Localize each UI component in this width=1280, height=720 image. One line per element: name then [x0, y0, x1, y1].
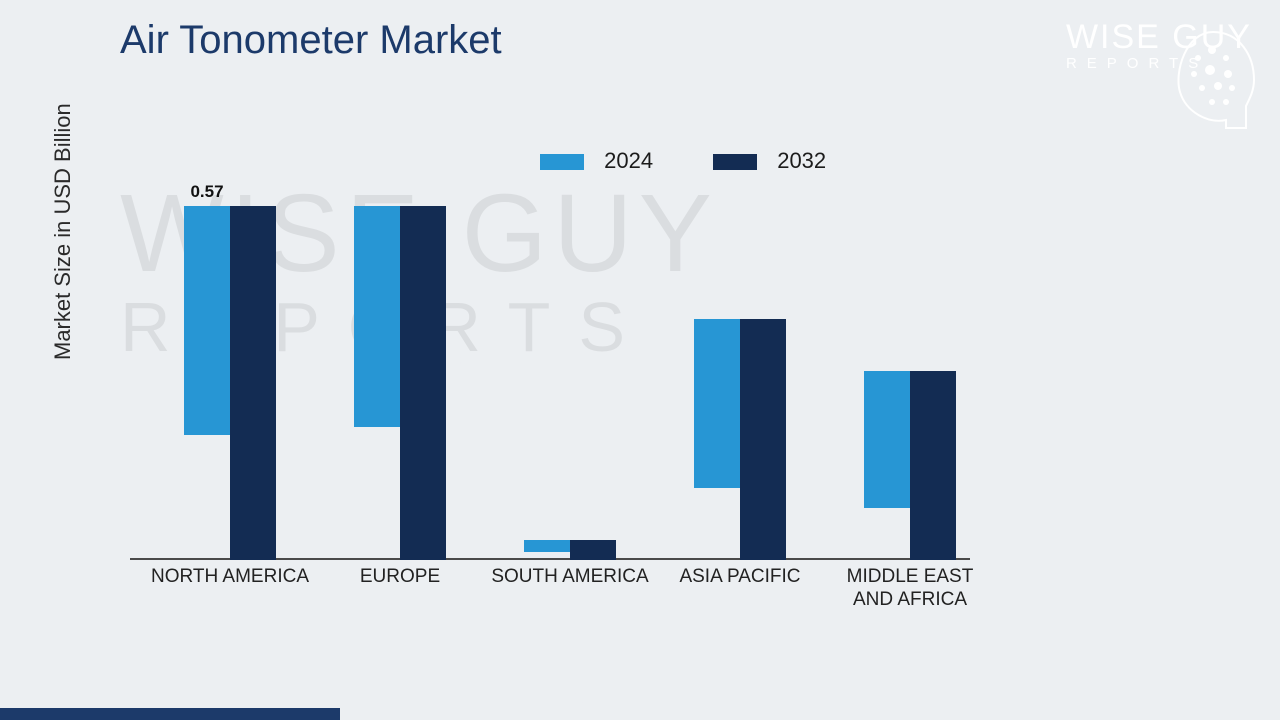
bar-group: EUROPE [340, 206, 460, 560]
legend-swatch-2024 [540, 154, 584, 170]
category-label: NORTH AMERICA [150, 566, 310, 589]
bar [740, 319, 786, 560]
legend: 2024 2032 [540, 148, 826, 174]
bar-group: MIDDLE EAST AND AFRICA [850, 371, 970, 560]
bar [354, 206, 400, 427]
bar [230, 206, 276, 560]
bar [400, 206, 446, 560]
legend-item-2032: 2032 [713, 148, 826, 174]
bar: 0.57 [184, 206, 230, 435]
legend-swatch-2032 [713, 154, 757, 170]
logo-head-icon [1168, 28, 1258, 138]
bar [524, 540, 570, 552]
plot-area: 0.57NORTH AMERICA EUROPE SOUTH AMERICA ASIA… [130, 190, 970, 560]
category-label: ASIA PACIFIC [660, 566, 820, 589]
y-axis-label: Market Size in USD Billion [50, 103, 76, 360]
bar [694, 319, 740, 488]
bar-group: 0.57NORTH AMERICA [170, 206, 290, 560]
chart-title: Air Tonometer Market [120, 18, 502, 63]
legend-item-2024: 2024 [540, 148, 653, 174]
legend-label-2032: 2032 [777, 148, 826, 173]
brand-logo: WISE GUY REPORTS [1066, 18, 1252, 72]
bar-group: ASIA PACIFIC [680, 319, 800, 560]
bottom-accent-bar [0, 708, 340, 720]
bar-value-label: 0.57 [190, 182, 223, 202]
bar [570, 540, 616, 560]
bar-group: SOUTH AMERICA [510, 540, 630, 560]
bar [864, 371, 910, 508]
category-label: MIDDLE EAST AND AFRICA [830, 566, 990, 612]
category-label: SOUTH AMERICA [490, 566, 650, 589]
legend-label-2024: 2024 [604, 148, 653, 173]
bar [910, 371, 956, 560]
bar-chart: Market Size in USD Billion 2024 2032 0.5… [60, 150, 980, 690]
category-label: EUROPE [320, 566, 480, 589]
